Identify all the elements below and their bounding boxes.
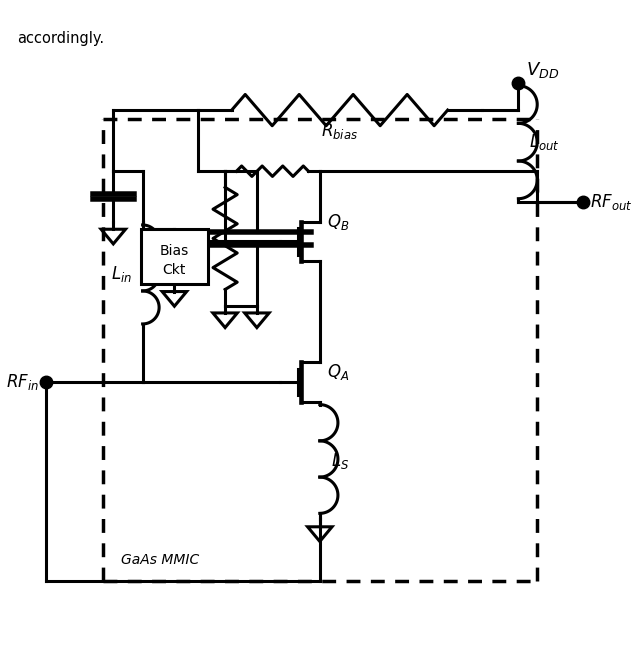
Text: Ckt: Ckt (163, 263, 186, 277)
Text: $R_{bias}$: $R_{bias}$ (321, 121, 358, 141)
Text: $RF_{out}$: $RF_{out}$ (590, 192, 632, 212)
Text: $Q_B$: $Q_B$ (327, 213, 350, 232)
Text: $V_{DD}$: $V_{DD}$ (526, 60, 559, 80)
Text: $L_{out}$: $L_{out}$ (530, 132, 560, 152)
Text: GaAs MMIC: GaAs MMIC (121, 553, 200, 567)
Text: accordingly.: accordingly. (17, 31, 105, 46)
Text: $L_{in}$: $L_{in}$ (110, 264, 131, 284)
Text: $Q_A$: $Q_A$ (327, 362, 350, 382)
Bar (141, 230, 208, 284)
Text: $L_S$: $L_S$ (331, 451, 349, 470)
Text: Bias: Bias (160, 244, 189, 258)
Text: $RF_{in}$: $RF_{in}$ (6, 372, 39, 392)
